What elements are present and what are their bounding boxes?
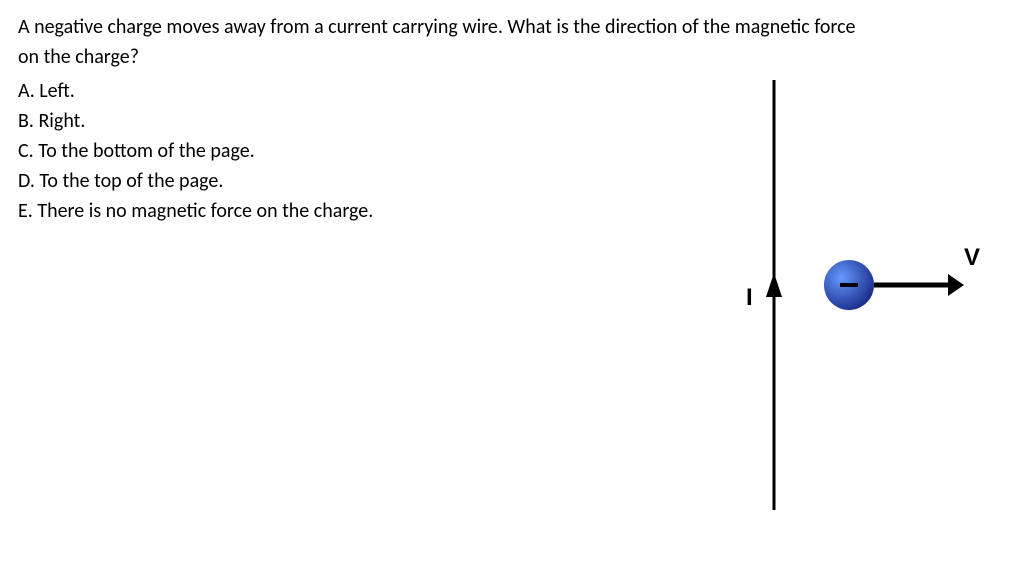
minus-sign-icon (840, 283, 858, 287)
question-prompt: A negative charge moves away from a curr… (18, 12, 1006, 72)
diagram-svg: I V (674, 70, 994, 530)
prompt-line-1: A negative charge moves away from a curr… (18, 15, 856, 39)
velocity-label: V (964, 244, 980, 271)
current-label: I (746, 284, 753, 311)
velocity-arrow-head-icon (948, 274, 964, 296)
prompt-line-2: on the charge? (18, 45, 139, 69)
current-arrow-icon (766, 273, 782, 297)
physics-diagram: I V (674, 70, 994, 530)
